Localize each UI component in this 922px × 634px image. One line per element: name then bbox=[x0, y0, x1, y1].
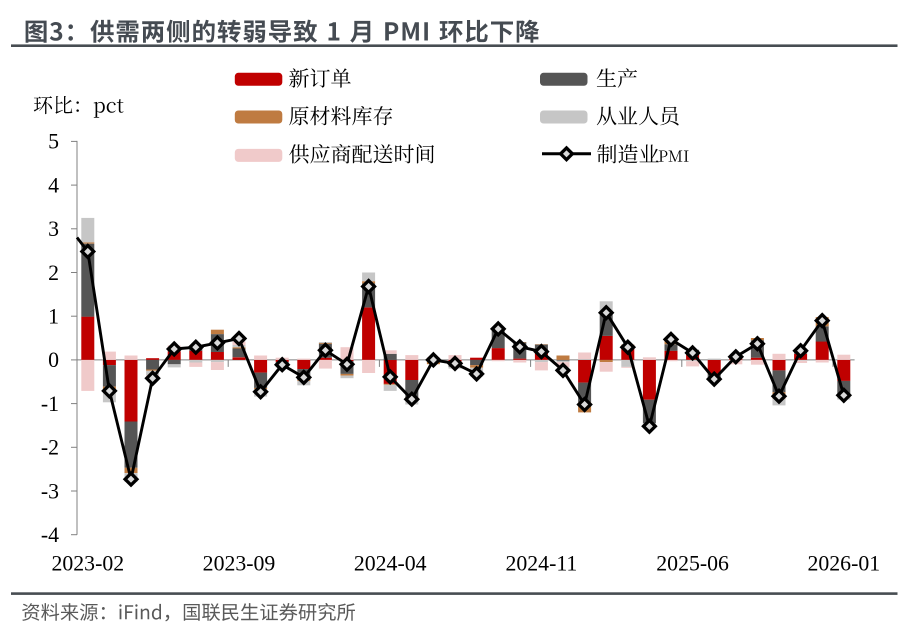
svg-text:2023-09: 2023-09 bbox=[203, 552, 276, 576]
svg-text:2026-01: 2026-01 bbox=[807, 552, 880, 576]
svg-text:2: 2 bbox=[48, 261, 59, 285]
svg-text:2024-11: 2024-11 bbox=[505, 552, 577, 576]
svg-text:0: 0 bbox=[48, 348, 59, 372]
svg-text:1: 1 bbox=[48, 305, 59, 329]
svg-text:3: 3 bbox=[48, 217, 59, 241]
svg-text:-1: -1 bbox=[41, 392, 59, 416]
svg-text:-4: -4 bbox=[41, 523, 59, 547]
svg-text:-3: -3 bbox=[41, 479, 59, 503]
svg-text:2023-02: 2023-02 bbox=[51, 552, 124, 576]
svg-text:2024-04: 2024-04 bbox=[354, 552, 427, 576]
svg-text:4: 4 bbox=[48, 173, 59, 197]
svg-text:-2: -2 bbox=[41, 436, 59, 460]
svg-text:2025-06: 2025-06 bbox=[656, 552, 729, 576]
svg-text:5: 5 bbox=[48, 130, 59, 154]
